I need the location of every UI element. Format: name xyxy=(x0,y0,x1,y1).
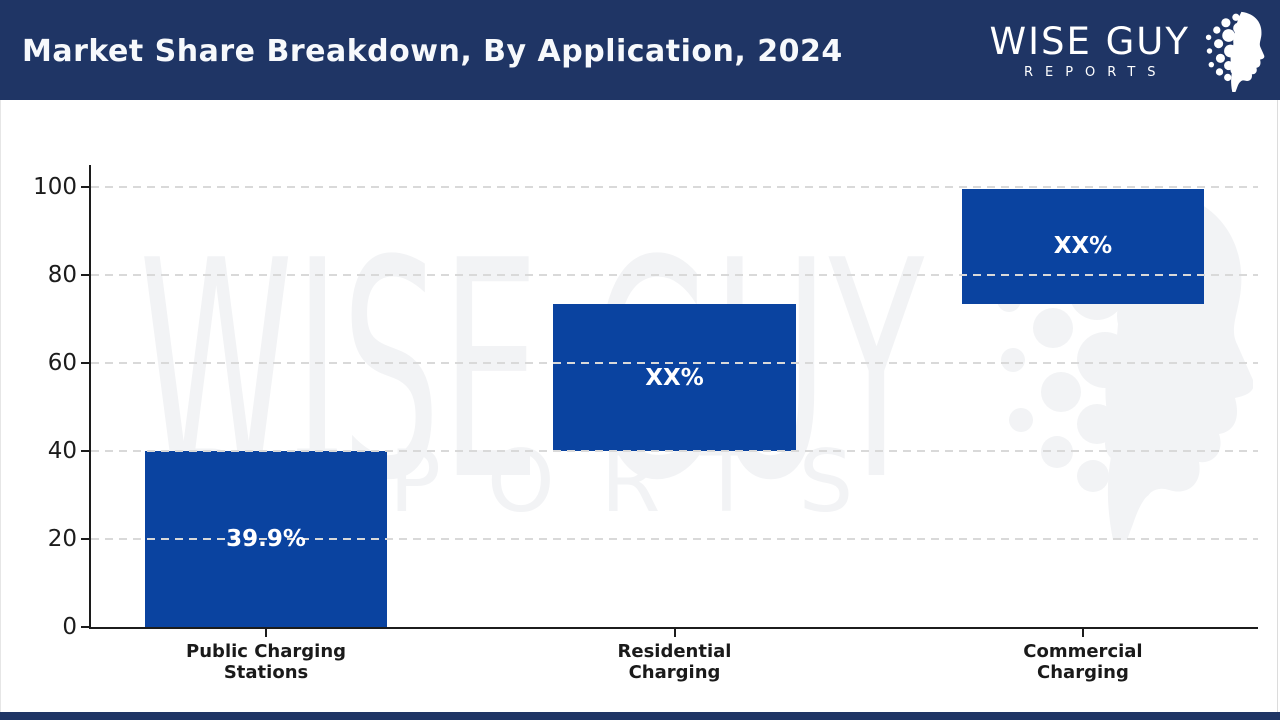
gridline xyxy=(91,538,1258,540)
y-axis-labels: 0 20 40 60 80 100 xyxy=(1,165,89,640)
gridline xyxy=(91,450,1258,452)
logo: WISE GUY REPORTS xyxy=(990,10,1266,92)
y-tick-label: 20 xyxy=(47,526,77,552)
y-tick-label: 100 xyxy=(33,174,77,200)
footer-bar xyxy=(0,712,1280,720)
y-axis-tick xyxy=(81,274,89,276)
x-category-label: Public Charging Stations xyxy=(186,641,347,683)
logo-text: WISE GUY REPORTS xyxy=(989,20,1190,81)
header-bar: Market Share Breakdown, By Application, … xyxy=(0,0,1280,100)
bar-value-label: 39.9% xyxy=(226,526,306,553)
y-axis-tick xyxy=(81,450,89,452)
y-axis-tick xyxy=(81,626,89,628)
x-axis-tick xyxy=(1081,629,1084,637)
logo-subtext: REPORTS xyxy=(1023,65,1168,80)
x-category-label: Commercial Charging xyxy=(1023,641,1143,683)
chart-area: WISE GUY REPORTS 0 20 40 60 80 100 39.9% Publi… xyxy=(0,100,1278,712)
bar-value-label: XX% xyxy=(1053,233,1113,260)
y-axis-tick xyxy=(81,186,89,188)
page-title: Market Share Breakdown, By Application, … xyxy=(22,34,843,69)
y-axis-tick xyxy=(81,538,89,540)
x-axis-tick xyxy=(265,629,268,637)
logo-wordmark: WISE GUY xyxy=(989,20,1190,63)
y-tick-label: 40 xyxy=(47,438,77,464)
plot-area: 39.9% Public Charging Stations XX% Resident… xyxy=(81,165,1258,683)
dotted-face-icon xyxy=(1194,10,1266,92)
gridline xyxy=(91,362,1258,364)
y-tick-label: 80 xyxy=(47,262,77,288)
gridline xyxy=(91,274,1258,276)
x-axis-tick xyxy=(673,629,676,637)
x-category-label: Residential Charging xyxy=(617,641,732,683)
y-axis-tick xyxy=(81,362,89,364)
bar xyxy=(553,304,796,452)
gridline xyxy=(91,186,1258,188)
y-tick-label: 60 xyxy=(47,350,77,376)
y-tick-label: 0 xyxy=(62,614,77,640)
bar-value-label: XX% xyxy=(645,364,704,391)
